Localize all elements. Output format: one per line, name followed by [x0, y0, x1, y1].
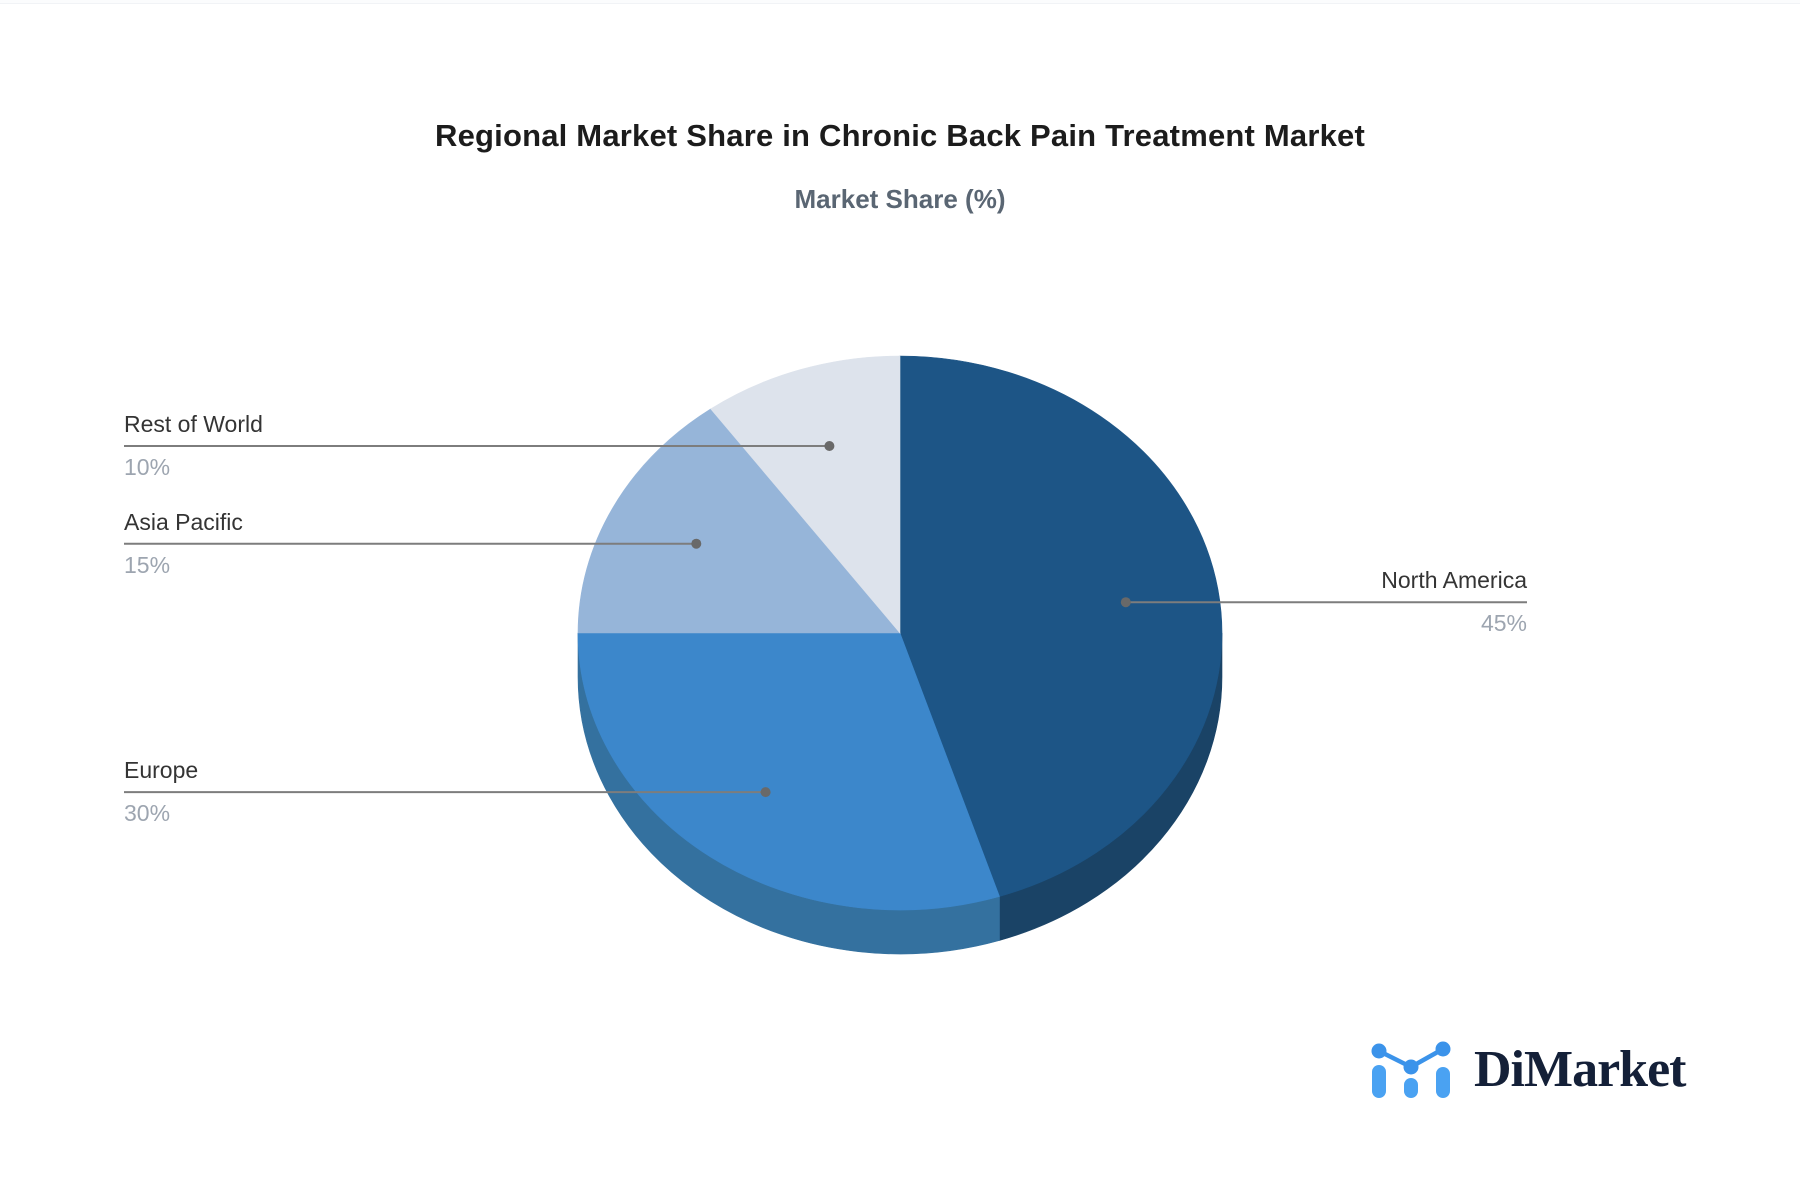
slice-label: North America — [1381, 567, 1527, 594]
logo-bar-right — [1436, 1067, 1450, 1098]
callout-anchor-dot — [691, 538, 702, 549]
pie-slice[interactable] — [577, 632, 1000, 911]
slice-value: 45% — [1480, 610, 1527, 637]
logo-wordmark: DiMarket — [1474, 1041, 1686, 1098]
callout-anchor-dot — [824, 441, 835, 451]
pie-slices — [577, 355, 1223, 911]
slice-label: Asia Pacific — [124, 508, 243, 535]
logo-dot-middle — [1403, 1059, 1419, 1075]
callout-anchor-dot — [760, 787, 771, 798]
bar-chart-trend-icon — [1371, 1041, 1451, 1098]
slice-label: Europe — [124, 757, 199, 784]
logo-dot-right — [1435, 1041, 1451, 1057]
dimarket-logo: DiMarket — [1366, 1038, 1686, 1102]
logo-dot-left — [1371, 1043, 1387, 1059]
pie-slice[interactable] — [899, 355, 1223, 897]
slice-value: 15% — [124, 551, 171, 578]
chart-subtitle: Market Share (%) — [794, 184, 1006, 214]
logo-bar-middle — [1404, 1078, 1418, 1098]
chart-title: Regional Market Share in Chronic Back Pa… — [434, 118, 1366, 153]
pie-slice[interactable] — [577, 408, 901, 634]
slice-label: Rest of World — [124, 410, 263, 437]
logo-bar-left — [1372, 1065, 1386, 1098]
page-top-edge — [0, 0, 1800, 4]
slice-value: 10% — [124, 453, 171, 480]
pie-callouts — [124, 441, 1527, 798]
callout-anchor-dot — [1120, 597, 1131, 608]
pie-slice[interactable] — [710, 355, 901, 634]
slice-value: 30% — [124, 800, 171, 827]
